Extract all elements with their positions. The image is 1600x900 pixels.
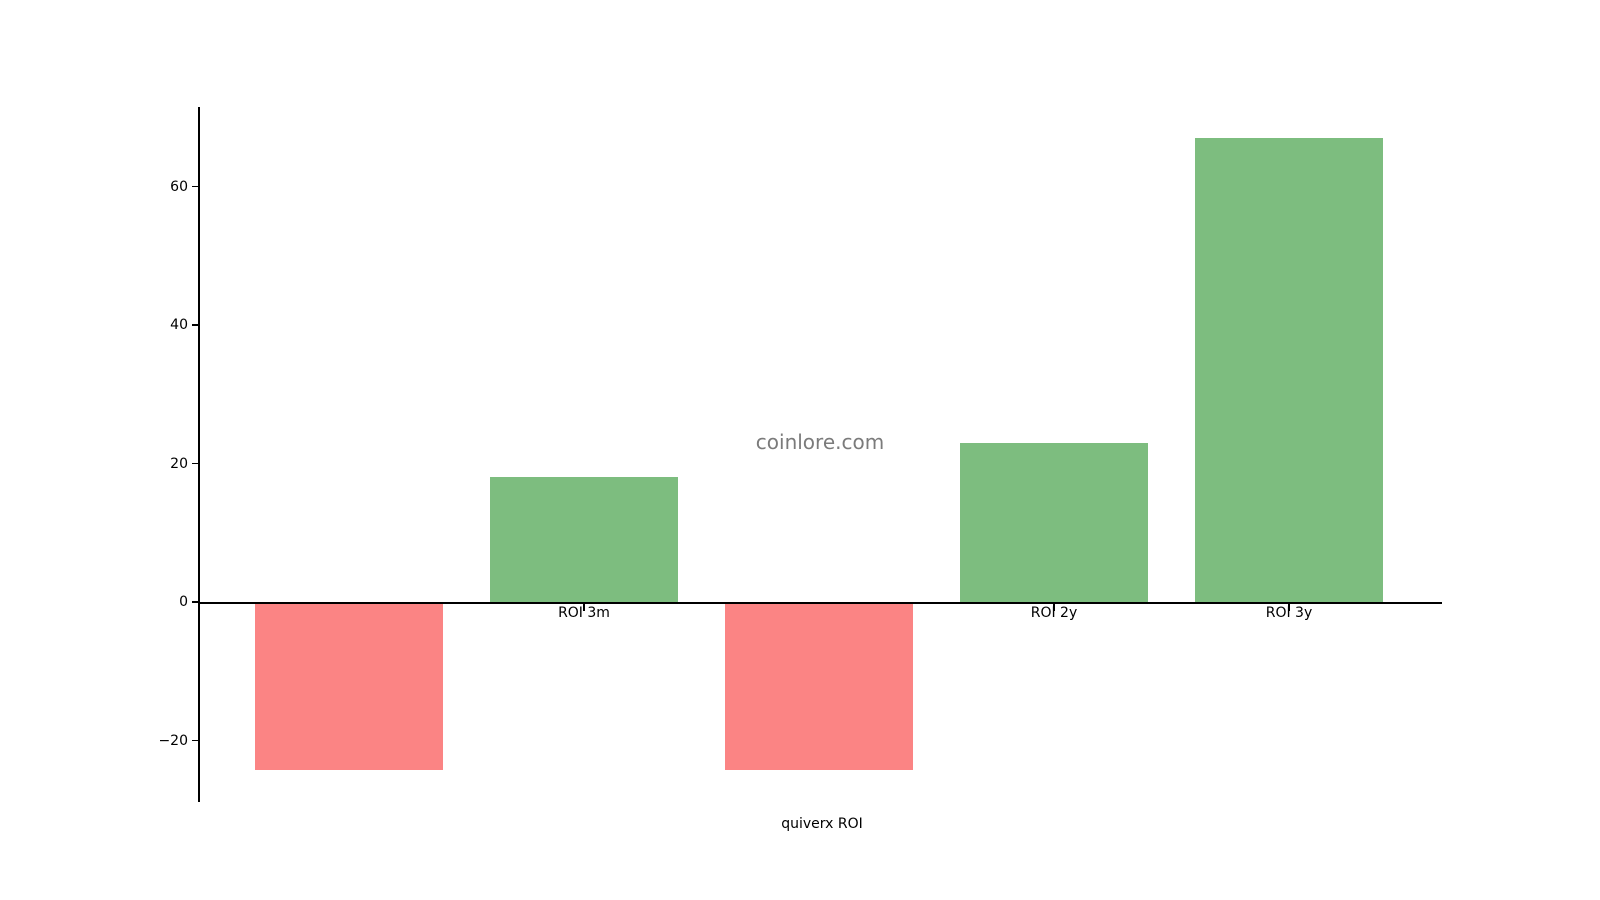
x-tick <box>1053 602 1055 611</box>
y-tick-label: 40 <box>170 317 188 333</box>
watermark: coinlore.com <box>755 430 885 454</box>
y-axis-line <box>198 107 200 802</box>
bar <box>255 603 443 770</box>
x-tick <box>1288 602 1290 611</box>
x-axis-title: quiverx ROI <box>781 816 863 832</box>
bar <box>1195 138 1383 602</box>
x-axis-line <box>198 602 1442 604</box>
bar <box>960 442 1148 602</box>
y-tick <box>192 324 198 326</box>
y-tick-label: 60 <box>170 178 188 195</box>
bar <box>490 477 678 602</box>
x-axis-category-label: ROI 3y <box>1265 605 1313 621</box>
y-tick <box>192 462 198 465</box>
x-axis-category-label: ROI 3m <box>558 605 610 621</box>
bar <box>725 603 913 770</box>
x-tick <box>583 602 585 611</box>
y-tick-label: −20 <box>158 732 188 749</box>
y-tick <box>192 601 198 603</box>
y-tick-label: 20 <box>170 455 188 472</box>
y-tick <box>192 185 198 188</box>
y-tick-label: 0 <box>179 594 188 610</box>
x-axis-category-label: ROI 2y <box>1030 605 1078 621</box>
y-tick <box>192 739 198 742</box>
